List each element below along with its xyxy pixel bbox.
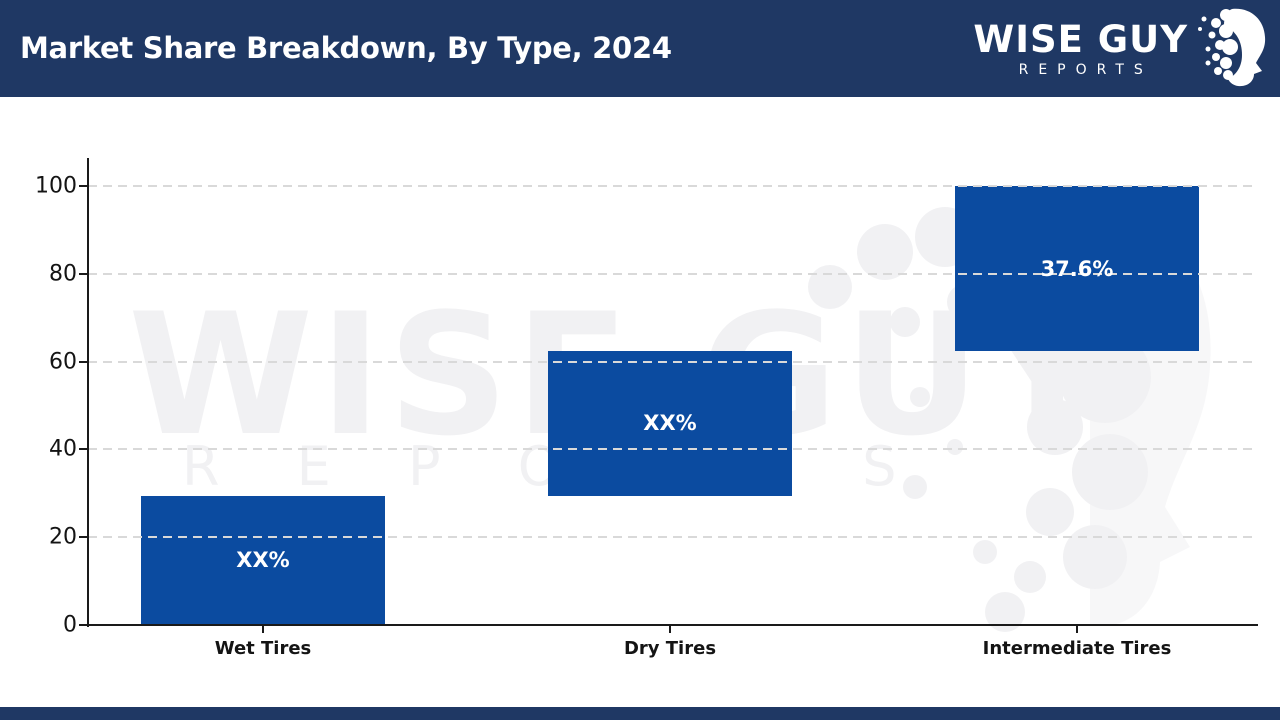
x-tick-0 [262, 625, 264, 633]
y-tick-40 [79, 448, 87, 451]
y-tick-label-40: 40 [49, 436, 77, 462]
x-category-label: Wet Tires [214, 638, 312, 659]
bar-value-label: XX% [643, 411, 697, 436]
y-tick-100 [79, 185, 87, 187]
y-tick-label-60: 60 [49, 349, 77, 375]
y-tick-80 [79, 272, 87, 275]
gridline-80 [88, 272, 1258, 275]
y-tick-label-80: 80 [49, 261, 77, 287]
wiseguy-logo: WISE GUY REPORTS [973, 7, 1268, 91]
x-tick-1 [669, 625, 671, 633]
x-axis-line [87, 624, 1258, 626]
y-tick-0 [79, 624, 87, 626]
y-tick-20 [79, 536, 87, 539]
bar-dry-tires [548, 351, 792, 496]
gridline-40 [88, 448, 1258, 451]
y-axis-line [87, 158, 89, 627]
page-title: Market Share Breakdown, By Type, 2024 [20, 31, 672, 65]
bar-wet-tires [141, 495, 385, 625]
y-tick-label-100: 100 [35, 173, 77, 199]
x-tick-2 [1076, 625, 1078, 633]
x-category-label: Intermediate Tires [982, 638, 1172, 659]
footer-bar [0, 707, 1280, 720]
bar-value-label: XX% [236, 548, 290, 573]
y-tick-60 [79, 360, 87, 363]
logo-wordmark: WISE GUY [973, 17, 1188, 61]
gridline-100 [88, 185, 1258, 187]
wiseguy-head-icon [1190, 5, 1268, 93]
y-tick-label-0: 0 [63, 612, 77, 638]
x-category-label: Dry Tires [623, 638, 717, 659]
chart-area: WISE GUY R E P O R T S 020406080100XX%XX… [0, 97, 1280, 707]
y-tick-label-20: 20 [49, 524, 77, 550]
logo-subtitle: REPORTS [1018, 61, 1153, 78]
gridline-20 [88, 536, 1258, 539]
gridline-60 [88, 360, 1258, 363]
header-bar: Market Share Breakdown, By Type, 2024 WI… [0, 0, 1280, 97]
bar-value-label: 37.6% [1040, 256, 1114, 281]
